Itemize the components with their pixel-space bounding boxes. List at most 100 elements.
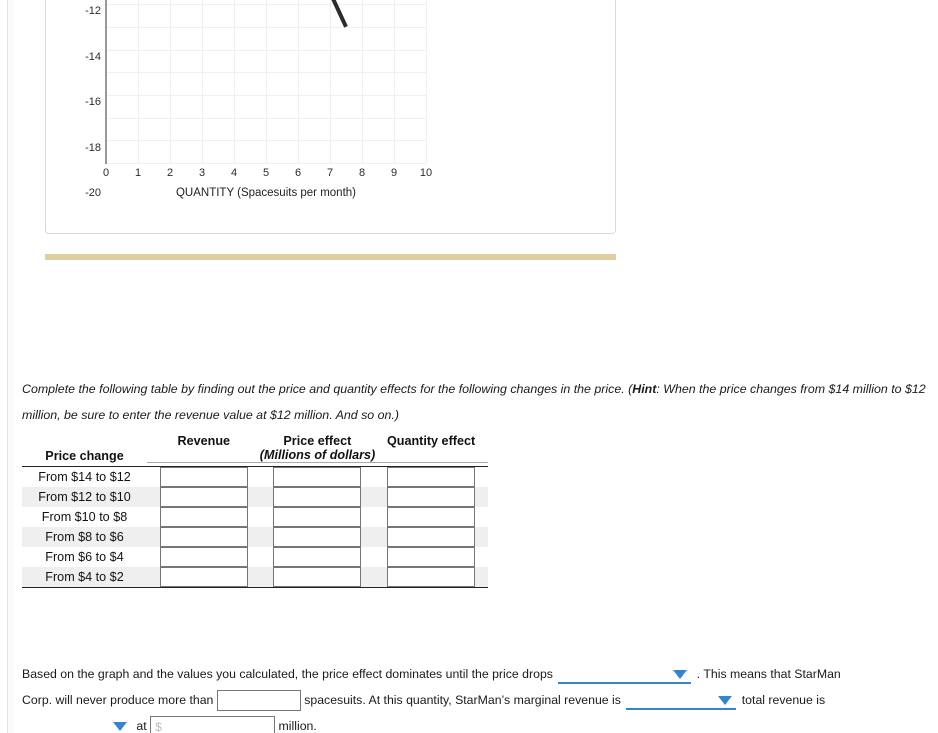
gridline-vertical [362,0,363,163]
chart-y-axis [105,0,107,164]
final-seg5: total revenue is [741,693,826,707]
gridline-horizontal [106,140,426,142]
row-label-price-change: From $12 to $10 [38,490,131,504]
table-cell [261,547,375,567]
row-label-price-change: From $4 to $2 [45,570,124,584]
input-price-effect[interactable] [273,567,362,587]
table-cell [147,567,261,588]
gridline-horizontal [106,4,426,6]
header-revenue: Revenue [177,434,231,448]
input-max-quantity[interactable] [216,690,301,712]
x-tick-label: 8 [358,167,366,179]
gridline-horizontal [106,26,426,28]
chart-x-axis-label: QUANTITY (Spacesuits per month) [175,187,356,199]
table-header-rule [22,462,488,467]
gridline-vertical [138,0,139,163]
gridline-vertical [298,0,299,163]
x-tick-label: 3 [198,167,206,179]
input-quantity-effect[interactable] [387,507,476,527]
table-bottom-rule [22,587,488,589]
table-cell [261,567,375,588]
input-revenue[interactable] [159,567,248,587]
page-left-border [7,0,8,733]
input-price-effect[interactable] [273,547,362,567]
input-quantity-effect[interactable] [387,487,476,507]
price-effects-table: Price change Revenue Price effect Quanti… [22,434,488,589]
instruction-text: Complete the following table by finding … [22,376,930,428]
y-tick-label: -18 [85,141,101,154]
chart-plot: -2-4-6-8-10-12-14-16-18-20 012345678910 … [46,0,615,233]
row-label-price-change: From $8 to $6 [45,530,124,544]
input-revenue[interactable] [159,487,248,507]
chart-gridlines [106,0,427,164]
dropdown-total-revenue[interactable] [24,718,131,733]
input-total-revenue-dollars[interactable] [150,716,276,733]
gridline-vertical [202,0,203,163]
input-price-effect[interactable] [273,527,362,547]
row-label-price-change: From $6 to $4 [45,550,124,564]
final-seg7: million. [278,719,317,733]
input-quantity-effect[interactable] [387,527,476,547]
table-cell [261,527,375,547]
y-tick-label: -12 [85,5,101,18]
header-units: (Millions of dollars) [147,448,488,463]
table-cell [147,527,261,547]
gridline-vertical [266,0,267,163]
input-revenue[interactable] [159,467,248,487]
final-seg2: . This means that StarMan [696,667,841,681]
dropdown-price-drops[interactable] [558,666,692,684]
y-tick-label: -16 [85,96,101,109]
chevron-down-icon [113,721,127,731]
table-row: From $6 to $4 [22,547,488,567]
header-price-change: Price change [45,448,124,463]
final-seg4: spacesuits. At this quantity, StarMan’s … [304,693,621,707]
y-tick-label: -20 [85,187,101,199]
x-tick-label: 7 [326,167,334,179]
chevron-down-icon [718,695,733,705]
table-row: From $4 to $2 [22,567,488,588]
x-tick-label: 4 [230,167,238,179]
table-row: From $14 to $12 [22,467,488,487]
table-cell [374,487,488,507]
final-line-3: at million. [22,713,930,733]
table-body: From $14 to $12 From $12 to $10 From $10 t… [22,467,488,588]
table-cell [374,527,488,547]
y-tick-label: -14 [85,50,101,63]
input-price-effect[interactable] [273,487,362,507]
input-revenue[interactable] [159,507,248,527]
input-revenue[interactable] [159,527,248,547]
instruction-part1: Complete the following table by finding … [22,382,633,396]
instruction-hint-label: Hint [632,382,657,396]
gridline-vertical [170,0,171,163]
table-header-row-1: Price change Revenue Price effect Quanti… [22,434,488,463]
gridline-horizontal [106,117,426,119]
chart-y-ticks: -2-4-6-8-10-12-14-16-18-20 [46,0,101,199]
x-tick-label: 2 [166,167,174,179]
final-seg3: Corp. will never produce more than [22,693,214,707]
chart-card: -2-4-6-8-10-12-14-16-18-20 012345678910 … [45,0,616,234]
final-seg1: Based on the graph and the values you ca… [22,667,553,681]
table-cell [261,467,375,487]
table-row: From $12 to $10 [22,487,488,507]
final-seg6: at [136,719,147,733]
input-price-effect[interactable] [273,467,362,487]
input-quantity-effect[interactable] [387,467,476,487]
dropdown-marginal-revenue[interactable] [626,692,737,710]
input-revenue[interactable] [159,547,248,567]
chevron-down-icon [673,669,688,679]
input-quantity-effect[interactable] [387,547,476,567]
gridline-vertical [426,0,427,163]
final-question-block: Based on the graph and the values you ca… [22,661,930,733]
page-left-gutter [8,0,14,733]
header-price-effect: Price effect [283,434,352,448]
section-divider [45,254,616,260]
input-price-effect[interactable] [273,507,362,527]
x-tick-label: 5 [262,167,270,179]
row-label-price-change: From $14 to $12 [38,470,131,484]
gridline-vertical [234,0,235,163]
gridline-horizontal [106,49,426,51]
row-label-price-change: From $10 to $8 [41,510,128,524]
input-quantity-effect[interactable] [387,567,476,587]
gridline-horizontal [106,94,426,96]
